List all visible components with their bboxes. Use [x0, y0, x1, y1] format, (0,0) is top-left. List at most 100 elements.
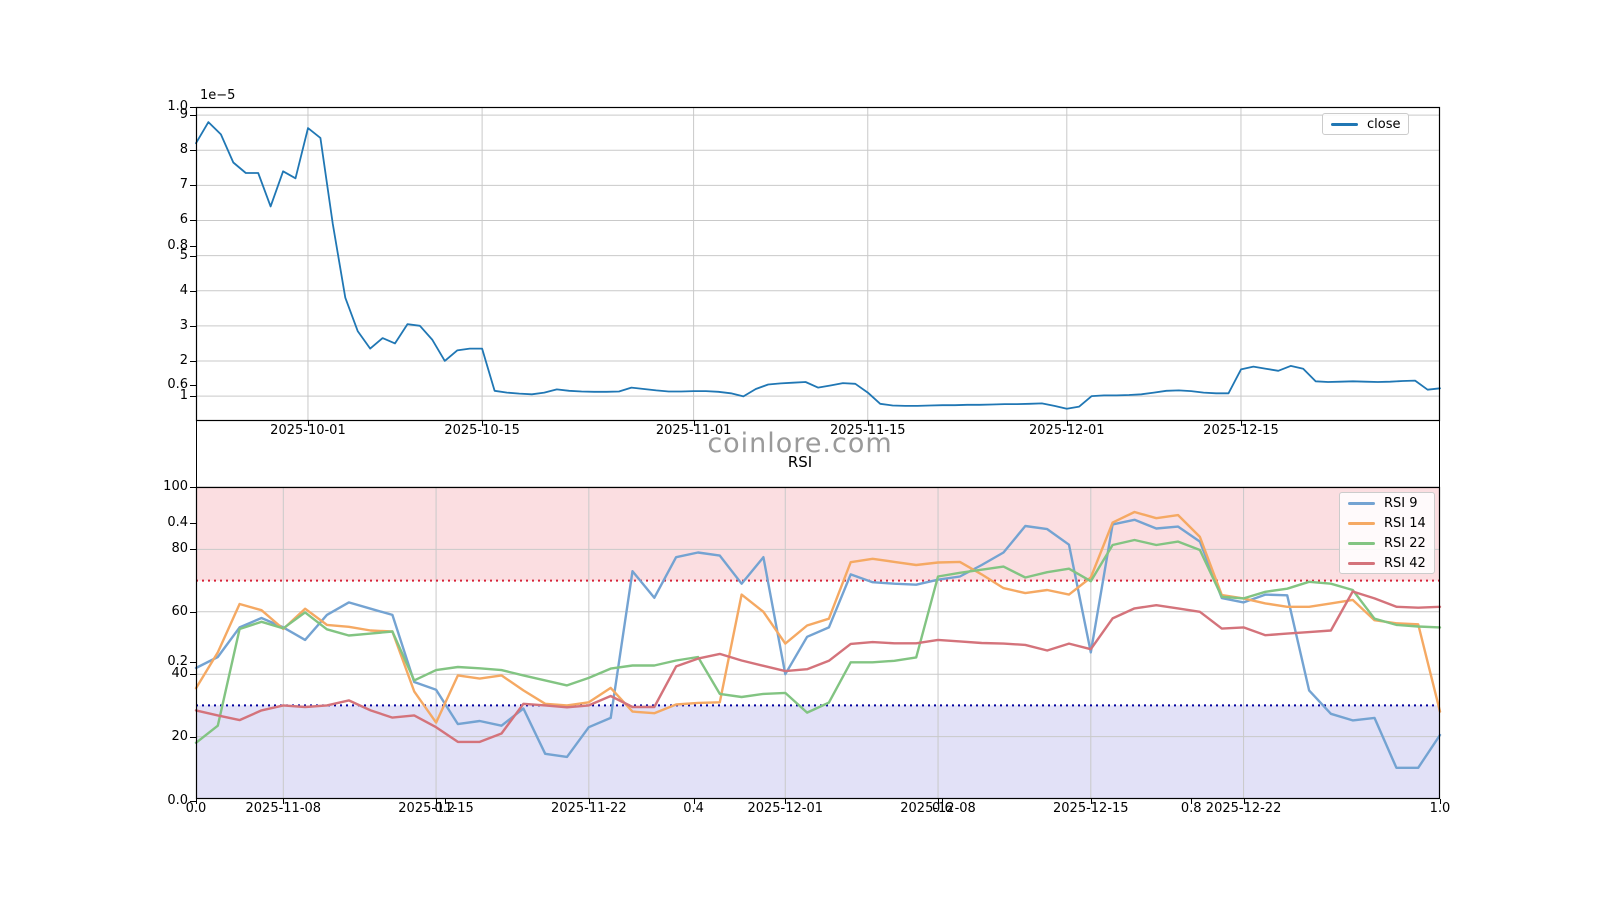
rsi-22-line [194, 538, 1442, 745]
price-x-tick-label: 2025-11-01 [655, 423, 732, 438]
price-y-tick [190, 115, 196, 117]
price-x-tick [867, 421, 869, 426]
rsi-x-tick [436, 799, 438, 804]
rsi-y-tick [190, 487, 196, 488]
rsi-x-tick [588, 799, 590, 804]
price-x-tick-label: 2025-10-01 [270, 423, 346, 438]
overlay-x-tick [942, 799, 944, 804]
rsi-42-line [194, 590, 1442, 744]
overlay-y-tick-label: 1.0 [167, 99, 188, 114]
rsi-x-tick-label: 2025-11-15 [398, 801, 474, 816]
rsi-22-line-swatch [1348, 541, 1375, 545]
rsi-chart-title: RSI [787, 453, 813, 471]
overlay-y-tick [190, 662, 196, 664]
rsi-14-line-swatch [1348, 521, 1375, 525]
price-y-tick-label: 3 [179, 317, 188, 333]
price-y-tick [190, 255, 196, 257]
overlay-x-tick-label: 0.2 [434, 801, 456, 816]
price-x-tick-label: 2025-12-15 [1203, 423, 1279, 438]
overlay-x-tick [1440, 799, 1441, 804]
rsi-legend: RSI 9 RSI 14 RSI 22 RSI 42 [1339, 492, 1435, 574]
watermark: coinlore.com [707, 428, 893, 459]
overbought-band [196, 487, 1440, 581]
price-y-tick-label: 1 [179, 388, 188, 404]
overlay-y-tick [190, 245, 196, 247]
close-line-swatch [1331, 122, 1358, 126]
price-y-tick [190, 325, 196, 327]
price-y-tick-label: 4 [179, 282, 188, 298]
overlay-y-tick [190, 384, 196, 386]
price-x-tick-label: 2025-12-01 [1029, 423, 1105, 438]
price-y-tick-label: 8 [179, 142, 188, 158]
overlay-x-tick-label: 0.6 [932, 801, 953, 816]
rsi-x-tick [1090, 799, 1092, 804]
legend-item-rsi-22: RSI 22 [1340, 533, 1434, 553]
rsi-y-tick-label: 20 [171, 728, 188, 744]
price-plot [195, 106, 1441, 422]
legend-item-close: close [1323, 114, 1408, 134]
price-x-tick-label: 2025-10-15 [444, 423, 520, 438]
rsi-y-tick [190, 736, 196, 738]
rsi-x-tick [785, 799, 787, 804]
overlay-y-tick-label: 0.0 [167, 793, 188, 808]
rsi-42-line-swatch [1348, 561, 1375, 565]
overlay-x-tick-label: 0.4 [683, 801, 704, 816]
price-x-tick [482, 421, 484, 426]
price-y-tick-label: 7 [179, 177, 188, 193]
rsi-x-tick-label: 2025-12-01 [747, 801, 824, 816]
rsi-y-tick [190, 674, 196, 676]
right-spine-segment [1439, 421, 1440, 487]
rsi-22-legend-label: RSI 22 [1384, 535, 1426, 551]
rsi-y-tick-label: 100 [163, 479, 188, 494]
overlay-y-tick-label: 0.2 [167, 654, 188, 670]
price-y-tick-label: 2 [179, 352, 188, 368]
price-x-tick [1240, 421, 1242, 426]
price-y-tick [190, 150, 196, 152]
overlay-y-tick-label: 0.8 [167, 237, 188, 253]
rsi-42-legend-label: RSI 42 [1384, 555, 1426, 571]
overlay-y-tick [190, 107, 196, 108]
price-y-tick [190, 360, 196, 362]
close-legend-label: close [1367, 116, 1401, 132]
overlay-y-tick [190, 801, 196, 802]
price-x-tick [1066, 421, 1068, 426]
rsi-x-tick [1243, 799, 1245, 804]
rsi-y-tick [190, 611, 196, 613]
price-y-tick-label: 6 [179, 212, 188, 228]
rsi-9-legend-label: RSI 9 [1384, 495, 1418, 511]
price-y-tick-label: 9 [179, 107, 188, 123]
legend-item-rsi-9: RSI 9 [1340, 493, 1434, 513]
rsi-x-tick [938, 799, 940, 804]
price-y-tick [190, 396, 196, 398]
price-x-tick-label: 2025-11-15 [829, 423, 906, 438]
rsi-x-tick-label: 2025-12-08 [900, 801, 976, 816]
overlay-x-tick [693, 799, 695, 804]
rsi-14-legend-label: RSI 14 [1384, 515, 1426, 531]
rsi-y-tick-label: 80 [171, 541, 188, 557]
overlay-y-tick-label: 0.6 [167, 376, 188, 392]
rsi-y-tick-label: 60 [171, 603, 188, 619]
price-y-tick [190, 185, 196, 187]
price-y-tick [190, 290, 196, 292]
left-spine-segment [196, 421, 197, 487]
rsi-x-tick-label: 2025-11-22 [551, 801, 627, 816]
overlay-x-tick-label: 0.8 [1180, 801, 1202, 816]
rsi-x-tick [283, 799, 285, 804]
rsi-plot [194, 486, 1442, 800]
legend-item-rsi-42: RSI 42 [1340, 553, 1434, 573]
rsi-9-line [194, 518, 1442, 769]
overlay-x-tick-label: 1.0 [1429, 801, 1451, 816]
price-x-tick [693, 421, 695, 426]
overlay-x-tick-label: 0.0 [185, 801, 207, 816]
overlay-x-tick [196, 799, 197, 804]
rsi-x-tick-label: 2025-11-08 [245, 801, 322, 816]
close-line [195, 121, 1441, 410]
oversold-band [196, 705, 1440, 799]
rsi-x-tick-label: 2025-12-15 [1053, 801, 1129, 816]
price-scale-label: 1e−5 [200, 88, 236, 103]
overlay-x-tick [1191, 799, 1193, 804]
price-legend: close [1322, 113, 1410, 135]
overlay-x-tick [444, 799, 446, 804]
price-y-tick-label: 5 [179, 247, 188, 263]
